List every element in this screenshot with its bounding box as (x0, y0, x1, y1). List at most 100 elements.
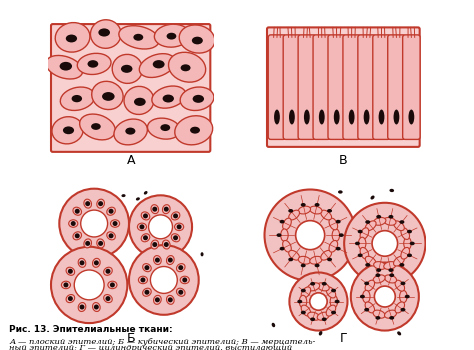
Text: Б: Б (127, 331, 135, 344)
Ellipse shape (379, 110, 384, 125)
Ellipse shape (310, 282, 315, 286)
Ellipse shape (401, 308, 405, 312)
Ellipse shape (376, 215, 381, 218)
Ellipse shape (55, 23, 90, 52)
Ellipse shape (289, 250, 300, 260)
FancyBboxPatch shape (268, 35, 286, 139)
Ellipse shape (84, 239, 91, 248)
Ellipse shape (125, 127, 136, 135)
Text: Рис. 13. Эпителиальные ткани:: Рис. 13. Эпителиальные ткани: (9, 326, 173, 335)
Ellipse shape (375, 273, 381, 277)
Circle shape (164, 207, 169, 212)
Ellipse shape (327, 258, 332, 261)
Circle shape (140, 278, 146, 282)
Ellipse shape (374, 217, 386, 225)
Circle shape (106, 296, 110, 301)
Ellipse shape (144, 191, 147, 195)
Ellipse shape (363, 290, 370, 303)
Ellipse shape (405, 295, 410, 298)
Ellipse shape (364, 110, 369, 125)
Ellipse shape (176, 288, 185, 296)
Ellipse shape (84, 199, 91, 208)
Ellipse shape (97, 199, 104, 208)
Ellipse shape (112, 54, 143, 83)
Ellipse shape (401, 281, 405, 285)
Circle shape (68, 296, 73, 301)
Circle shape (51, 247, 128, 323)
Ellipse shape (66, 35, 77, 42)
Ellipse shape (400, 290, 407, 303)
Ellipse shape (60, 62, 72, 71)
FancyBboxPatch shape (343, 35, 360, 139)
Ellipse shape (155, 24, 190, 47)
Ellipse shape (166, 295, 174, 304)
Ellipse shape (192, 37, 203, 44)
Ellipse shape (397, 331, 401, 335)
Circle shape (155, 258, 160, 262)
Circle shape (372, 231, 398, 256)
Ellipse shape (322, 282, 327, 286)
Ellipse shape (393, 221, 404, 231)
Ellipse shape (336, 247, 341, 251)
Ellipse shape (326, 305, 336, 316)
Text: Г: Г (339, 331, 347, 344)
Ellipse shape (141, 212, 150, 220)
Circle shape (106, 269, 110, 274)
Ellipse shape (60, 87, 95, 111)
Circle shape (264, 189, 356, 281)
Ellipse shape (166, 33, 176, 40)
Ellipse shape (52, 117, 83, 144)
Ellipse shape (163, 240, 170, 249)
Circle shape (80, 260, 84, 265)
Ellipse shape (410, 241, 415, 245)
Circle shape (75, 209, 80, 214)
Ellipse shape (99, 28, 110, 36)
Ellipse shape (171, 234, 180, 242)
FancyBboxPatch shape (283, 35, 301, 139)
Ellipse shape (335, 300, 339, 303)
Circle shape (129, 245, 199, 315)
Ellipse shape (390, 189, 394, 192)
Circle shape (81, 210, 108, 237)
Ellipse shape (365, 280, 374, 291)
Ellipse shape (355, 241, 360, 245)
Circle shape (178, 265, 183, 270)
Ellipse shape (301, 264, 306, 267)
Ellipse shape (401, 228, 410, 239)
Ellipse shape (388, 215, 393, 218)
Ellipse shape (365, 302, 374, 313)
Ellipse shape (304, 110, 310, 125)
Text: ный эпителий; Г — цилиндрический эпителий, выстилающий: ный эпителий; Г — цилиндрический эпители… (9, 344, 292, 350)
Ellipse shape (110, 220, 119, 227)
Ellipse shape (201, 252, 203, 256)
Ellipse shape (143, 264, 151, 272)
Ellipse shape (152, 86, 186, 108)
Ellipse shape (360, 228, 369, 239)
FancyBboxPatch shape (373, 35, 390, 139)
Ellipse shape (280, 220, 284, 223)
Circle shape (177, 224, 182, 229)
Circle shape (178, 290, 183, 295)
Ellipse shape (63, 126, 74, 134)
Ellipse shape (298, 256, 310, 264)
Ellipse shape (153, 60, 164, 68)
Circle shape (351, 262, 419, 330)
Ellipse shape (136, 197, 140, 201)
Ellipse shape (124, 86, 154, 114)
Circle shape (75, 233, 80, 238)
Circle shape (310, 293, 327, 310)
Ellipse shape (301, 287, 310, 298)
Ellipse shape (365, 263, 370, 267)
Ellipse shape (73, 207, 82, 215)
Ellipse shape (338, 190, 343, 194)
Ellipse shape (73, 232, 82, 240)
Ellipse shape (371, 196, 374, 199)
Ellipse shape (321, 250, 332, 260)
Circle shape (80, 304, 84, 309)
Ellipse shape (133, 34, 143, 41)
Ellipse shape (174, 223, 184, 231)
Ellipse shape (166, 256, 174, 265)
Circle shape (109, 233, 114, 238)
Circle shape (74, 270, 104, 300)
FancyBboxPatch shape (388, 35, 405, 139)
